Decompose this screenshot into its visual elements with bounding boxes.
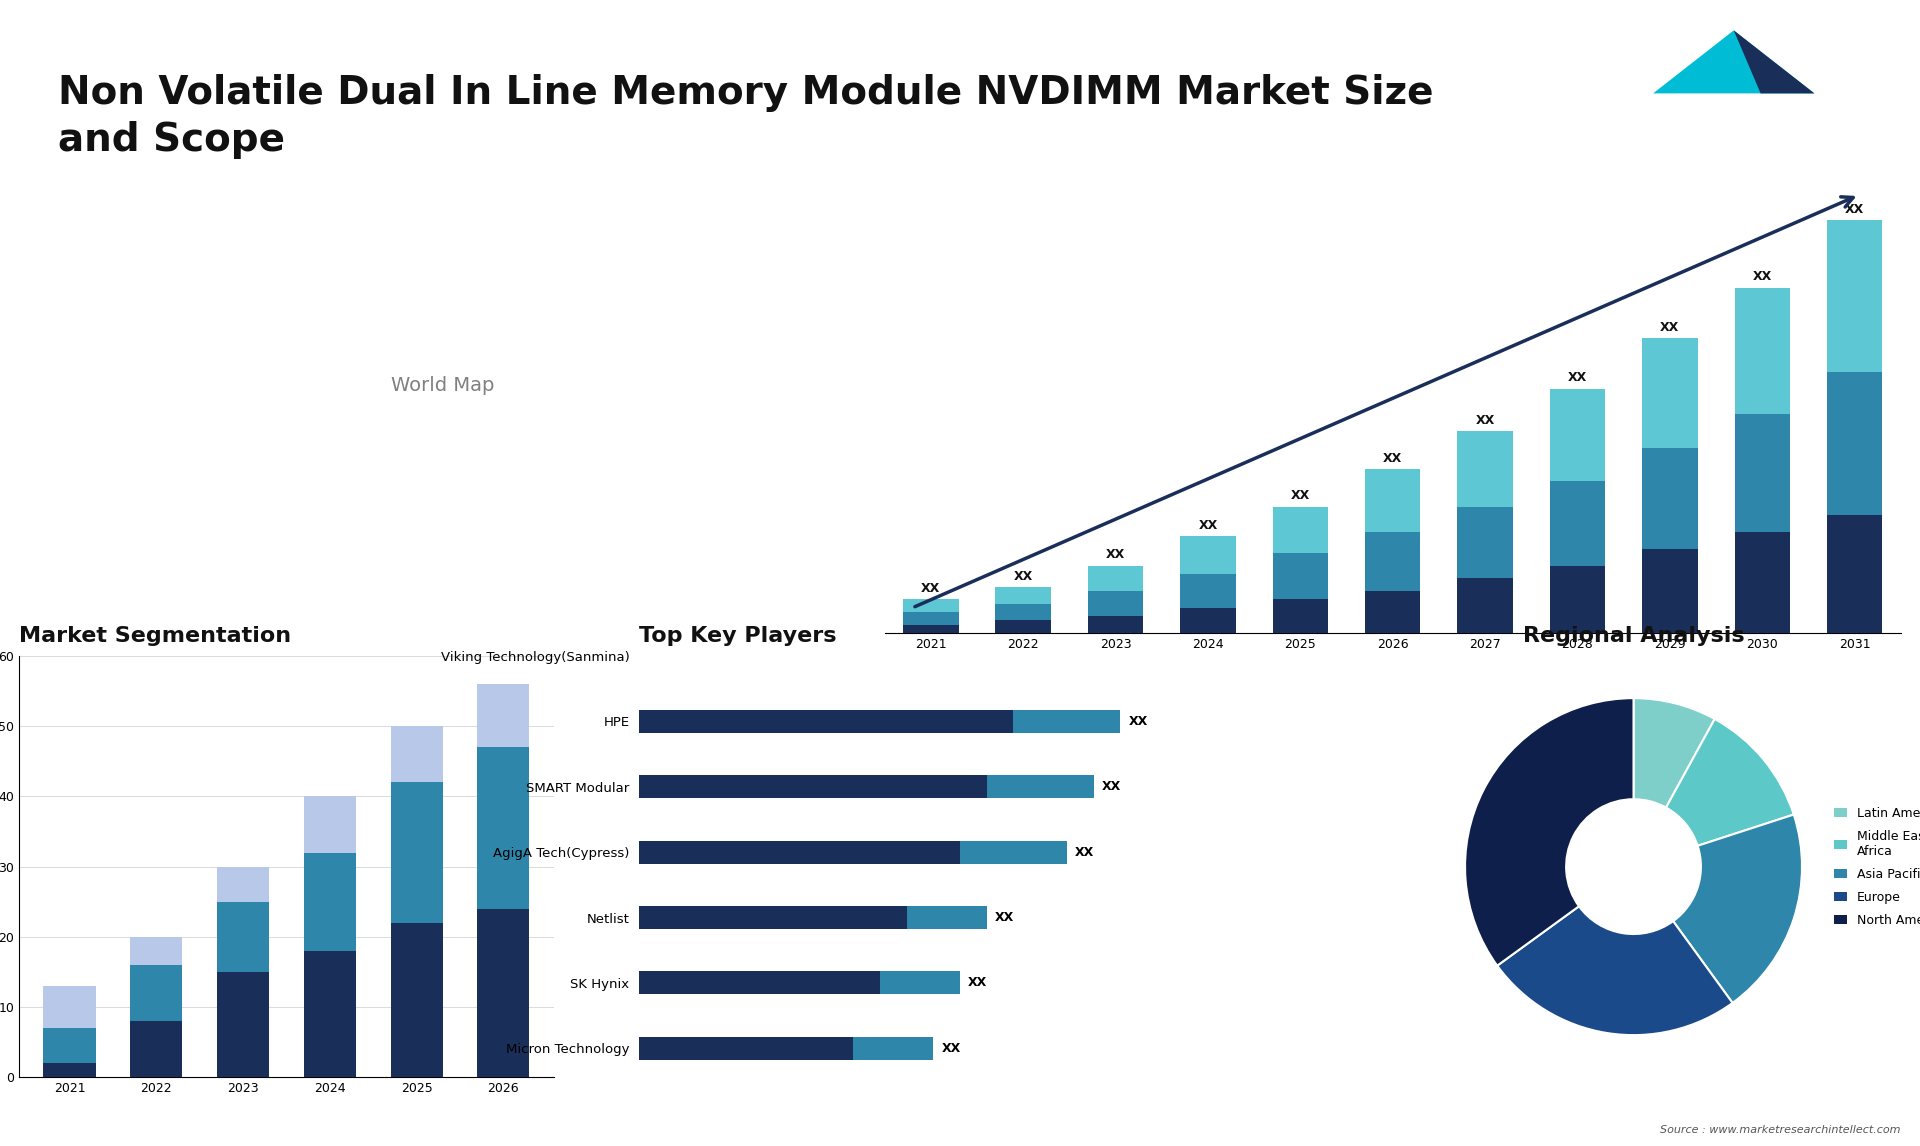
Bar bbox=[390, 727, 444, 783]
Text: RESEARCH: RESEARCH bbox=[1718, 107, 1776, 117]
Wedge shape bbox=[1667, 719, 1793, 846]
Bar bbox=[44, 1063, 96, 1077]
Bar bbox=[1089, 566, 1142, 591]
Text: Non Volatile Dual In Line Memory Module NVDIMM Market Size
and Scope: Non Volatile Dual In Line Memory Module … bbox=[58, 74, 1432, 159]
Bar bbox=[217, 972, 269, 1077]
Bar bbox=[131, 1021, 182, 1077]
Bar bbox=[131, 965, 182, 1021]
Polygon shape bbox=[1653, 31, 1814, 93]
Bar bbox=[1181, 536, 1236, 574]
Text: XX: XX bbox=[1198, 519, 1217, 532]
Legend: Latin America, Middle East &
Africa, Asia Pacific, Europe, North America: Latin America, Middle East & Africa, Asi… bbox=[1830, 801, 1920, 932]
Bar bbox=[1549, 481, 1605, 566]
Bar bbox=[1365, 591, 1421, 633]
Bar bbox=[1273, 599, 1329, 633]
Bar bbox=[478, 747, 530, 909]
Bar bbox=[1642, 549, 1697, 633]
Bar bbox=[1734, 532, 1789, 633]
Bar bbox=[1365, 532, 1421, 591]
Text: XX: XX bbox=[1075, 846, 1094, 858]
Text: XX: XX bbox=[1129, 715, 1148, 728]
Wedge shape bbox=[1498, 906, 1732, 1035]
Bar bbox=[902, 612, 958, 625]
Bar bbox=[390, 783, 444, 923]
Text: INTELLECT: INTELLECT bbox=[1718, 119, 1776, 129]
Text: XX: XX bbox=[1106, 549, 1125, 562]
Text: XX: XX bbox=[1569, 371, 1588, 384]
Bar bbox=[1457, 431, 1513, 507]
Bar bbox=[217, 866, 269, 902]
Bar bbox=[1734, 414, 1789, 532]
Bar bbox=[478, 909, 530, 1077]
Wedge shape bbox=[1465, 698, 1634, 966]
Polygon shape bbox=[1734, 31, 1814, 93]
Bar bbox=[1457, 579, 1513, 633]
Bar bbox=[639, 906, 906, 929]
Bar bbox=[1549, 566, 1605, 633]
Text: XX: XX bbox=[995, 911, 1014, 924]
Bar bbox=[639, 972, 879, 995]
Text: XX: XX bbox=[1845, 203, 1864, 215]
Text: World Map: World Map bbox=[392, 376, 493, 395]
Bar bbox=[1734, 288, 1789, 414]
Bar bbox=[995, 604, 1050, 620]
Bar bbox=[1181, 574, 1236, 607]
Bar bbox=[1089, 591, 1142, 617]
Text: XX: XX bbox=[1382, 452, 1402, 464]
Text: XX: XX bbox=[968, 976, 987, 989]
Bar bbox=[879, 972, 960, 995]
Bar bbox=[639, 776, 987, 799]
Bar bbox=[1014, 711, 1121, 732]
Bar bbox=[44, 986, 96, 1028]
Bar bbox=[131, 936, 182, 965]
Bar bbox=[303, 951, 355, 1077]
Text: XX: XX bbox=[1014, 570, 1033, 582]
Bar bbox=[390, 923, 444, 1077]
Bar bbox=[1457, 507, 1513, 579]
Bar bbox=[1642, 338, 1697, 448]
Bar bbox=[906, 906, 987, 929]
Bar bbox=[1828, 220, 1882, 371]
Bar bbox=[1089, 617, 1142, 633]
Bar bbox=[995, 587, 1050, 604]
Bar bbox=[478, 684, 530, 747]
Bar bbox=[1181, 607, 1236, 633]
Text: XX: XX bbox=[1102, 780, 1121, 793]
Bar bbox=[902, 599, 958, 612]
Wedge shape bbox=[1672, 815, 1803, 1003]
Legend: Type, Application, Geography: Type, Application, Geography bbox=[730, 662, 841, 736]
Bar bbox=[1365, 469, 1421, 532]
Bar bbox=[639, 841, 960, 864]
Bar bbox=[1273, 554, 1329, 599]
Title: Regional Analysis: Regional Analysis bbox=[1523, 626, 1745, 646]
Text: XX: XX bbox=[1753, 270, 1772, 283]
Text: XX: XX bbox=[922, 582, 941, 595]
Text: Source : www.marketresearchintellect.com: Source : www.marketresearchintellect.com bbox=[1661, 1124, 1901, 1135]
Text: XX: XX bbox=[941, 1042, 960, 1054]
Text: Market Segmentation: Market Segmentation bbox=[19, 626, 292, 646]
Text: XX: XX bbox=[1661, 321, 1680, 333]
Text: XX: XX bbox=[1290, 489, 1309, 502]
Bar bbox=[1828, 515, 1882, 633]
Text: Top Key Players: Top Key Players bbox=[639, 626, 837, 646]
Bar bbox=[1273, 507, 1329, 554]
Bar bbox=[44, 1028, 96, 1063]
Bar bbox=[1642, 448, 1697, 549]
Bar bbox=[987, 776, 1094, 799]
Text: XX: XX bbox=[1475, 414, 1496, 426]
Bar bbox=[639, 1037, 852, 1060]
Bar bbox=[1549, 388, 1605, 481]
Text: MARKET: MARKET bbox=[1724, 94, 1770, 104]
Bar bbox=[902, 625, 958, 633]
Bar bbox=[303, 796, 355, 853]
Bar bbox=[1828, 371, 1882, 515]
Bar bbox=[960, 841, 1068, 864]
Bar bbox=[303, 853, 355, 951]
Bar bbox=[639, 711, 1014, 732]
Bar bbox=[995, 620, 1050, 633]
Bar bbox=[852, 1037, 933, 1060]
Bar bbox=[217, 902, 269, 972]
Wedge shape bbox=[1634, 698, 1715, 808]
